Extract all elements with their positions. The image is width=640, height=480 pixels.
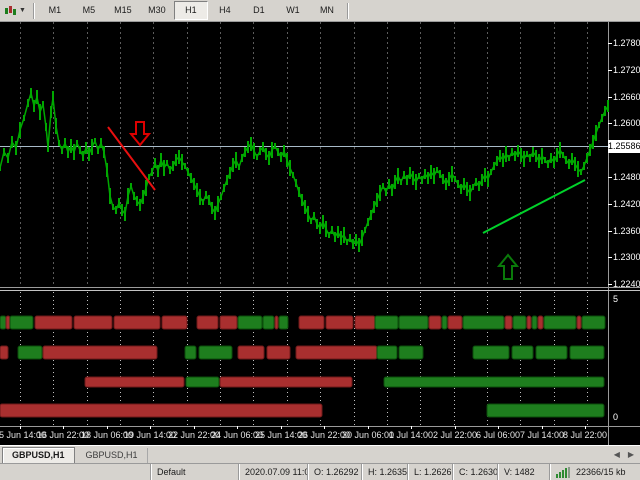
pane-splitter[interactable] [0,290,640,291]
toolbar-separator [32,2,35,19]
timeframe-button-group: M1 M5 M15 M30 H1 H4 D1 W1 MN [38,1,344,20]
chart-tab-0[interactable]: GBPUSD,H1 [2,447,75,463]
chart-window[interactable]: 1.278051.272051.266051.260051.254051.248… [0,22,640,445]
current-price-box: 1.25586 [608,140,640,153]
tab-scroll-right-icon[interactable]: ▶ [627,450,634,459]
status-connection-text: 22366/15 kb [576,467,626,477]
timeframe-button-m30[interactable]: M30 [148,5,166,15]
chart-tab-1[interactable]: GBPUSD,H1 [77,448,148,463]
sell-arrow-icon [128,121,152,147]
tab-scroll-arrows: ◀ ▶ [614,446,634,463]
price-axis-label: 1.27805 [613,38,640,48]
price-axis-label: 1.23005 [613,252,640,262]
price-chart-canvas[interactable] [0,22,640,445]
status-volume: V: 1482 [497,464,549,480]
status-profile: Default [150,464,238,480]
status-connection: 22366/15 kb [549,464,640,480]
chart-tab-bar: GBPUSD,H1 GBPUSD,H1 ◀ ▶ [0,445,640,463]
indicator-scale-min: 0 [613,412,619,422]
status-spacer [0,464,150,480]
status-bar-time: 2020.07.09 11:00 [238,464,307,480]
timeframe-button-d1[interactable]: D1 [253,5,265,15]
timeframe-button-h4[interactable]: H4 [219,5,231,15]
status-high: H: 1.26350 [361,464,407,480]
price-axis-label: 1.22405 [613,279,640,289]
chevron-down-icon: ▼ [19,7,26,14]
pane-splitter[interactable] [0,287,640,288]
status-bar: Default 2020.07.09 11:00 O: 1.26292 H: 1… [0,463,640,480]
candlestick-chart-icon [5,5,16,15]
status-close: C: 1.26308 [452,464,497,480]
price-axis-label: 1.26005 [613,118,640,128]
timeframe-button-mn[interactable]: MN [319,5,334,15]
price-axis-label: 1.23605 [613,226,640,236]
indicator-scale-max: 5 [613,294,619,304]
signal-bars-icon [556,466,570,478]
toolbar-separator [346,2,349,19]
chart-type-dropdown-button[interactable]: ▼ [0,2,30,20]
green-trend-line [482,179,586,234]
price-axis-label: 1.27205 [613,65,640,75]
chart-tabs: GBPUSD,H1 GBPUSD,H1 [0,446,148,463]
buy-arrow-icon [496,253,520,280]
red-trend-line [107,126,156,191]
status-low: L: 1.26266 [407,464,452,480]
timeframe-button-w1[interactable]: W1 [286,5,300,15]
timeframe-button-m1[interactable]: M1 [48,5,62,15]
tab-scroll-left-icon[interactable]: ◀ [613,450,620,459]
price-axis-label: 1.24805 [613,172,640,182]
price-axis[interactable]: 1.278051.272051.266051.260051.254051.248… [608,22,640,445]
timeframe-button-m15[interactable]: M15 [114,5,132,15]
status-open: O: 1.26292 [307,464,361,480]
timeframe-button-m5[interactable]: M5 [82,5,96,15]
timeframe-button-h1[interactable]: H1 [173,1,208,20]
price-axis-label: 1.24205 [613,199,640,209]
toolbar: ▼ M1 M5 M15 M30 H1 H4 D1 W1 MN [0,0,640,22]
price-axis-label: 1.26605 [613,92,640,102]
